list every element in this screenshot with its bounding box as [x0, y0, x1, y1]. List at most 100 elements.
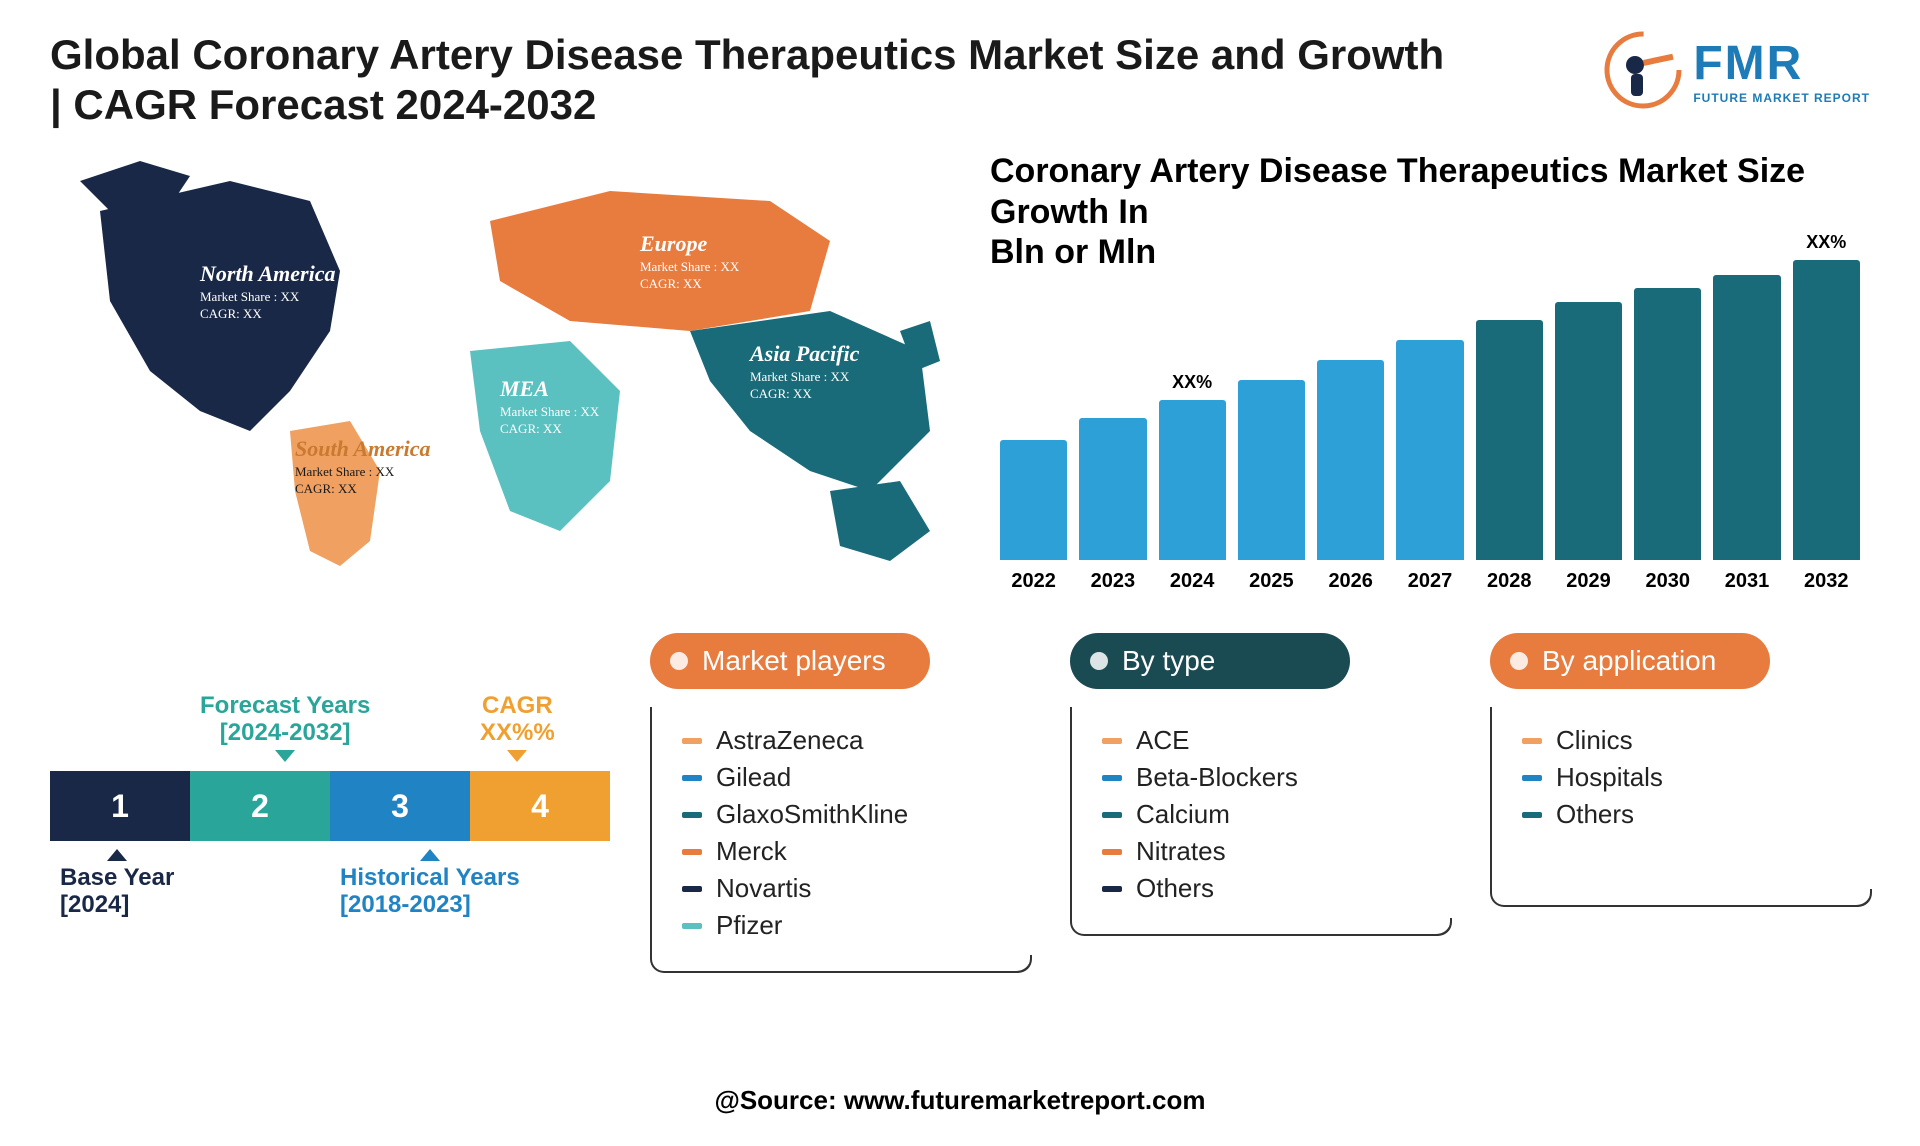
segment-item: Others [1522, 799, 1840, 830]
timeline: Forecast Years[2024-2032] CAGRXX%% 1234 B… [50, 633, 610, 949]
bar-chart: Coronary Artery Disease Therapeutics Mar… [990, 151, 1870, 593]
segment-item-label: Beta-Blockers [1136, 762, 1298, 793]
source-attribution: @Source: www.futuremarketreport.com [714, 1085, 1205, 1116]
bar-2022: 2022 [1000, 440, 1067, 593]
segment-item-label: Nitrates [1136, 836, 1226, 867]
bar [1555, 302, 1622, 560]
segment-item: Nitrates [1102, 836, 1420, 867]
segment-item-label: Pfizer [716, 910, 782, 941]
timeline-bottom-label: Base Year[2024] [60, 849, 174, 918]
bar-year-label: 2032 [1804, 570, 1849, 593]
segment-item: Novartis [682, 873, 1000, 904]
bar-annotation: XX% [1172, 372, 1212, 393]
page-title: Global Coronary Artery Disease Therapeut… [50, 30, 1450, 131]
bar-2032: XX%2032 [1793, 260, 1860, 593]
segment-item: Gilead [682, 762, 1000, 793]
bar [1793, 260, 1860, 560]
segment-item-label: Merck [716, 836, 787, 867]
tick-icon [1102, 775, 1122, 781]
bar-annotation: XX% [1806, 232, 1846, 253]
timeline-segment-1: 1 [50, 771, 190, 841]
bar-year-label: 2024 [1170, 570, 1215, 593]
bar-2027: 2027 [1396, 340, 1463, 593]
timeline-top-label: CAGRXX%% [480, 693, 555, 762]
timeline-bottom-label: Historical Years[2018-2023] [340, 849, 520, 918]
timeline-top-label: Forecast Years[2024-2032] [200, 693, 370, 762]
bar-2030: 2030 [1634, 288, 1701, 593]
bar-2029: 2029 [1555, 302, 1622, 593]
pill-by-type: By type [1070, 633, 1350, 689]
bar-2025: 2025 [1238, 380, 1305, 593]
bar [1634, 288, 1701, 560]
bar-2026: 2026 [1317, 360, 1384, 593]
segment-item-label: Others [1556, 799, 1634, 830]
tick-icon [1522, 775, 1542, 781]
bar-2023: 2023 [1079, 418, 1146, 593]
tick-icon [1102, 849, 1122, 855]
segment-item-label: Clinics [1556, 725, 1633, 756]
segment-item-label: Gilead [716, 762, 791, 793]
bar-year-label: 2030 [1646, 570, 1691, 593]
region-mea: MEA Market Share : XXCAGR: XX [500, 376, 599, 438]
bar-year-label: 2029 [1566, 570, 1611, 593]
bar [1476, 320, 1543, 560]
pill-by-application: By application [1490, 633, 1770, 689]
segment-item: Merck [682, 836, 1000, 867]
tick-icon [682, 812, 702, 818]
timeline-segment-3: 3 [330, 771, 470, 841]
logo-text-sub: FUTURE MARKET REPORT [1693, 91, 1870, 105]
bar-year-label: 2026 [1328, 570, 1373, 593]
logo: FMR FUTURE MARKET REPORT [1603, 30, 1870, 110]
bar-year-label: 2022 [1011, 570, 1056, 593]
segment-item: Pfizer [682, 910, 1000, 941]
region-sa: South America Market Share : XXCAGR: XX [295, 436, 431, 498]
bar [1713, 275, 1780, 560]
bar [1159, 400, 1226, 560]
bar [1396, 340, 1463, 560]
logo-icon [1603, 30, 1683, 110]
segment-item: ACE [1102, 725, 1420, 756]
tick-icon [1522, 812, 1542, 818]
tick-icon [1102, 738, 1122, 744]
timeline-segment-2: 2 [190, 771, 330, 841]
segment-item: AstraZeneca [682, 725, 1000, 756]
region-ap: Asia Pacific Market Share : XXCAGR: XX [750, 341, 859, 403]
segment-item: Hospitals [1522, 762, 1840, 793]
bar [1317, 360, 1384, 560]
world-map: North America Market Share : XXCAGR: XX … [50, 151, 950, 571]
segment-item: Others [1102, 873, 1420, 904]
header: Global Coronary Artery Disease Therapeut… [50, 30, 1870, 131]
segment-item-label: ACE [1136, 725, 1189, 756]
chart-title: Coronary Artery Disease Therapeutics Mar… [990, 151, 1870, 273]
tick-icon [682, 886, 702, 892]
segment-item: Beta-Blockers [1102, 762, 1420, 793]
timeline-segment-4: 4 [470, 771, 610, 841]
segment-item: GlaxoSmithKline [682, 799, 1000, 830]
segment-item-label: Calcium [1136, 799, 1230, 830]
tick-icon [682, 738, 702, 744]
region-na: North America Market Share : XXCAGR: XX [200, 261, 335, 323]
bar [1000, 440, 1067, 560]
segment-players: Market players AstraZeneca Gilead GlaxoSmi… [650, 633, 1030, 973]
pill-market-players: Market players [650, 633, 930, 689]
tick-icon [1102, 812, 1122, 818]
bar [1079, 418, 1146, 560]
tick-icon [682, 923, 702, 929]
segment-item-label: Others [1136, 873, 1214, 904]
logo-text-main: FMR [1693, 36, 1870, 91]
bar-year-label: 2023 [1091, 570, 1136, 593]
bar-year-label: 2031 [1725, 570, 1770, 593]
bar-year-label: 2028 [1487, 570, 1532, 593]
segment-item-label: Novartis [716, 873, 811, 904]
tick-icon [1102, 886, 1122, 892]
segment-type: By type ACE Beta-Blockers Calcium Nitrates O… [1070, 633, 1450, 936]
region-eu: Europe Market Share : XXCAGR: XX [640, 231, 739, 293]
bar-2031: 2031 [1713, 275, 1780, 593]
bar-2028: 2028 [1476, 320, 1543, 593]
tick-icon [682, 849, 702, 855]
tick-icon [1522, 738, 1542, 744]
tick-icon [682, 775, 702, 781]
bar [1238, 380, 1305, 560]
segment-application: By application Clinics Hospitals Others [1490, 633, 1870, 907]
bar-2024: XX%2024 [1159, 400, 1226, 593]
